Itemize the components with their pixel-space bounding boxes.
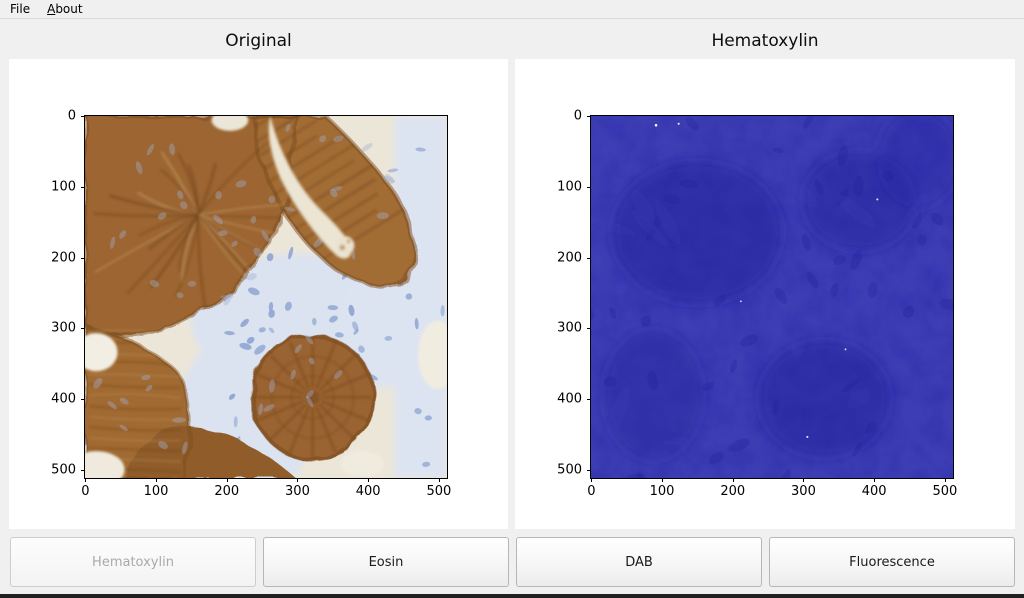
x-tick-label: 0 [81, 484, 90, 499]
fluorescence-button[interactable]: Fluorescence [769, 537, 1015, 587]
y-tick-mark [587, 187, 591, 189]
x-tick-mark [226, 478, 228, 482]
menu-item-about[interactable]: About [47, 2, 83, 16]
x-tick-mark [591, 478, 593, 482]
x-tick-mark [662, 478, 664, 482]
x-tick-mark [368, 478, 370, 482]
dab-button[interactable]: DAB [516, 537, 762, 587]
x-tick-label: 0 [587, 484, 596, 499]
y-tick-label: 400 [51, 391, 76, 407]
x-tick-label: 400 [861, 484, 887, 499]
y-tick-label: 100 [51, 179, 76, 195]
x-tick-mark [944, 478, 946, 482]
hematoxylin-plot-axes: 0 100 200 300 400 500 0 100 200 300 400 500 [557, 109, 957, 499]
x-tick-label: 100 [649, 484, 675, 499]
x-tick-label: 200 [214, 484, 240, 499]
y-tick-label: 500 [51, 462, 76, 478]
x-tick-mark [732, 478, 734, 482]
y-tick-mark [587, 328, 591, 330]
x-tick-label: 200 [720, 484, 746, 499]
y-tick-mark [81, 399, 85, 401]
y-tick-mark [587, 116, 591, 118]
original-image [85, 116, 447, 478]
x-tick-mark [156, 478, 158, 482]
menubar: File About [0, 0, 1024, 19]
x-tick-label: 300 [791, 484, 816, 499]
y-tick-mark [81, 187, 85, 189]
y-tick-label: 300 [51, 320, 76, 336]
x-tick-label: 500 [932, 484, 958, 499]
y-tick-label: 400 [557, 391, 582, 407]
y-tick-mark [587, 469, 591, 471]
eosin-button[interactable]: Eosin [263, 537, 509, 587]
x-tick-label: 300 [285, 484, 310, 499]
x-tick-mark [438, 478, 440, 482]
y-tick-label: 200 [557, 250, 582, 266]
panel-title-original: Original [225, 31, 292, 51]
x-tick-mark [874, 478, 876, 482]
original-plot-axes: 0 100 200 300 400 500 0 100 200 300 400 500 [51, 109, 451, 499]
y-tick-label: 100 [557, 179, 582, 195]
x-tick-label: 400 [355, 484, 381, 499]
y-tick-label: 0 [573, 108, 582, 124]
x-tick-label: 100 [143, 484, 169, 499]
menu-item-file[interactable]: File [10, 2, 31, 16]
x-tick-label: 500 [426, 484, 452, 499]
y-tick-mark [81, 116, 85, 118]
hematoxylin-button: Hematoxylin [10, 537, 256, 587]
window-bottom-edge [0, 594, 1024, 598]
y-tick-label: 200 [51, 250, 76, 266]
panel-title-hematoxylin: Hematoxylin [711, 31, 819, 51]
y-tick-mark [587, 257, 591, 259]
y-tick-label: 300 [557, 320, 582, 336]
y-tick-mark [81, 469, 85, 471]
y-tick-label: 0 [67, 108, 76, 124]
hematoxylin-image [591, 116, 953, 478]
y-tick-mark [81, 328, 85, 330]
y-tick-mark [81, 257, 85, 259]
x-tick-mark [297, 478, 299, 482]
x-tick-mark [803, 478, 805, 482]
y-tick-label: 500 [557, 462, 582, 478]
x-tick-mark [85, 478, 87, 482]
y-tick-mark [587, 399, 591, 401]
